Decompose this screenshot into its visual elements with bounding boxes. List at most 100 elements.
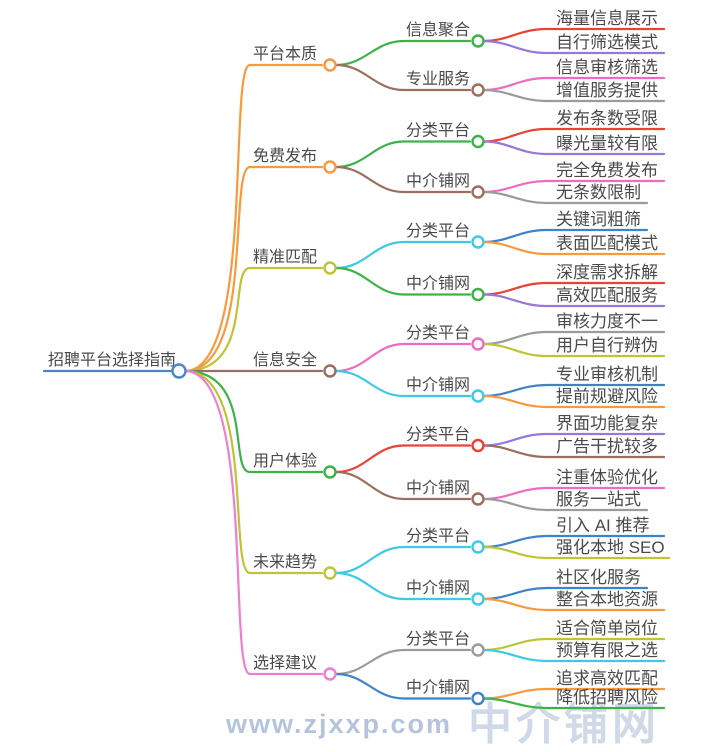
link-leaf-3-0-1 — [482, 342, 666, 358]
child-2-0-circle[interactable] — [471, 235, 485, 249]
leaf-1-0-0-label[interactable]: 发布条数受限 — [556, 109, 658, 128]
branch-5-label[interactable]: 未来趋势 — [253, 553, 317, 571]
leaf-1-0-1-label[interactable]: 曝光量较有限 — [556, 134, 658, 153]
leaf-4-1-0-label[interactable]: 注重体验优化 — [556, 468, 658, 487]
child-0-0-circle[interactable] — [471, 34, 485, 48]
leaf-6-0-1-label[interactable]: 预算有限之选 — [556, 641, 658, 660]
leaf-0-0-1-label[interactable]: 自行筛选模式 — [556, 33, 658, 52]
link-leaf-2-0-1 — [482, 240, 666, 256]
child-0-1-label[interactable]: 专业服务 — [406, 70, 470, 88]
link-leaf-3-1-1 — [482, 394, 666, 409]
branch-0-circle[interactable] — [323, 58, 337, 72]
child-4-0-circle[interactable] — [471, 438, 485, 453]
leaf-0-1-0-label[interactable]: 信息审核筛选 — [556, 58, 658, 77]
branch-0-label[interactable]: 平台本质 — [253, 45, 317, 63]
leaf-5-1-1-label[interactable]: 整合本地资源 — [556, 590, 658, 609]
link-branch-3-child-1 — [334, 369, 472, 398]
child-1-1-label[interactable]: 中介铺网 — [406, 172, 470, 190]
leaf-2-0-0-label[interactable]: 关键词粗筛 — [556, 210, 641, 229]
child-4-0-label[interactable]: 分类平台 — [406, 426, 470, 444]
link-leaf-2-1-1 — [482, 293, 666, 308]
branch-2-circle[interactable] — [323, 261, 337, 275]
leaf-3-1-0-label[interactable]: 专业审核机制 — [556, 365, 658, 384]
child-2-1-label[interactable]: 中介铺网 — [406, 275, 470, 293]
child-4-1-label[interactable]: 中介铺网 — [406, 479, 470, 497]
branch-3-label[interactable]: 信息安全 — [253, 351, 317, 369]
child-5-1-label[interactable]: 中介铺网 — [406, 579, 470, 597]
leaf-1-1-1-label[interactable]: 无条数限制 — [556, 183, 641, 202]
leaf-5-0-0-label[interactable]: 引入 AI 推荐 — [556, 516, 650, 535]
link-branch-6-child-0 — [334, 648, 472, 676]
child-1-1-circle[interactable] — [471, 185, 485, 199]
child-3-1-label[interactable]: 中介铺网 — [406, 376, 470, 394]
link-leaf-1-1-1 — [482, 190, 649, 205]
leaf-6-1-1-label[interactable]: 降低招聘风险 — [556, 688, 658, 707]
leaf-5-0-1-label[interactable]: 强化本地 SEO — [556, 538, 665, 557]
link-root-branch-2 — [183, 266, 324, 373]
link-leaf-5-0-1 — [482, 545, 671, 560]
link-branch-1-child-0 — [334, 140, 472, 169]
leaf-0-0-0-label[interactable]: 海量信息展示 — [556, 9, 658, 28]
child-2-0-label[interactable]: 分类平台 — [406, 222, 470, 240]
link-branch-6-child-1 — [334, 672, 472, 700]
leaf-4-0-0-label[interactable]: 界面功能复杂 — [556, 414, 658, 433]
branch-1-label[interactable]: 免费发布 — [253, 147, 317, 165]
leaf-3-0-1-label[interactable]: 用户自行辨伪 — [556, 336, 658, 355]
child-0-1-circle[interactable] — [471, 83, 485, 97]
child-3-1-circle[interactable] — [471, 389, 485, 403]
link-root-branch-4 — [183, 369, 324, 474]
leaf-6-1-0-label[interactable]: 追求高效匹配 — [556, 669, 658, 688]
link-branch-3-child-0 — [334, 342, 472, 373]
child-3-0-circle[interactable] — [471, 337, 485, 351]
child-3-0-label[interactable]: 分类平台 — [406, 324, 470, 342]
link-leaf-6-0-1 — [482, 648, 666, 663]
branch-2-label[interactable]: 精准匹配 — [253, 248, 317, 266]
branch-4-label[interactable]: 用户体验 — [253, 452, 317, 470]
leaf-1-1-0-label[interactable]: 完全免费发布 — [556, 161, 658, 180]
child-5-0-circle[interactable] — [471, 540, 485, 554]
child-4-1-circle[interactable] — [471, 492, 485, 506]
leaf-4-0-1-label[interactable]: 广告干扰较多 — [556, 437, 658, 456]
link-root-branch-0 — [183, 63, 324, 373]
link-leaf-4-1-1 — [482, 497, 649, 512]
link-branch-1-child-1 — [334, 165, 472, 194]
leaf-3-1-1-label[interactable]: 提前规避风险 — [556, 387, 658, 406]
child-6-0-label[interactable]: 分类平台 — [406, 630, 470, 648]
child-1-0-label[interactable]: 分类平台 — [406, 122, 470, 140]
link-branch-2-child-0 — [334, 240, 472, 270]
child-5-0-label[interactable]: 分类平台 — [406, 527, 470, 545]
link-branch-4-child-0 — [334, 444, 472, 474]
child-0-0-label[interactable]: 信息聚合 — [406, 21, 470, 39]
link-branch-0-child-0 — [334, 39, 472, 67]
child-2-1-circle[interactable] — [471, 287, 485, 302]
leaf-6-0-0-label[interactable]: 适合简单岗位 — [556, 619, 658, 638]
child-6-0-circle[interactable] — [471, 643, 485, 657]
leaf-2-0-1-label[interactable]: 表面匹配模式 — [556, 234, 658, 253]
leaf-0-1-1-label[interactable]: 增值服务提供 — [556, 81, 658, 100]
leaf-3-0-0-label[interactable]: 审核力度不一 — [556, 312, 658, 331]
root-circle[interactable] — [171, 363, 187, 379]
root-label[interactable]: 招聘平台选择指南 — [48, 351, 176, 369]
leaf-4-1-1-label[interactable]: 服务一站式 — [556, 490, 641, 509]
mindmap-canvas: www.zjxxp.com 中介铺网 招聘平台选择指南 平台本质 信息聚合 海量信息展示… — [42, 9, 671, 749]
link-branch-2-child-1 — [334, 266, 472, 296]
child-6-1-circle[interactable] — [471, 691, 485, 706]
leaf-5-1-0-label[interactable]: 社区化服务 — [556, 568, 641, 587]
child-5-1-circle[interactable] — [471, 592, 485, 606]
leaf-2-1-0-label[interactable]: 深度需求拆解 — [556, 263, 658, 282]
leaf-2-1-1-label[interactable]: 高效匹配服务 — [556, 286, 658, 305]
link-leaf-0-1-1 — [482, 88, 666, 103]
branch-6-circle[interactable] — [323, 667, 337, 681]
branch-1-circle[interactable] — [323, 160, 337, 174]
link-leaf-6-1-1 — [482, 697, 666, 710]
link-branch-5-child-1 — [334, 571, 472, 601]
child-1-0-circle[interactable] — [471, 134, 485, 149]
branch-6-label[interactable]: 选择建议 — [253, 654, 317, 672]
branch-3-circle[interactable] — [323, 364, 337, 378]
branch-5-circle[interactable] — [323, 566, 337, 580]
link-branch-5-child-0 — [334, 545, 472, 575]
child-6-1-label[interactable]: 中介铺网 — [406, 679, 470, 697]
branch-4-circle[interactable] — [323, 465, 337, 479]
link-root-branch-1 — [183, 165, 324, 373]
